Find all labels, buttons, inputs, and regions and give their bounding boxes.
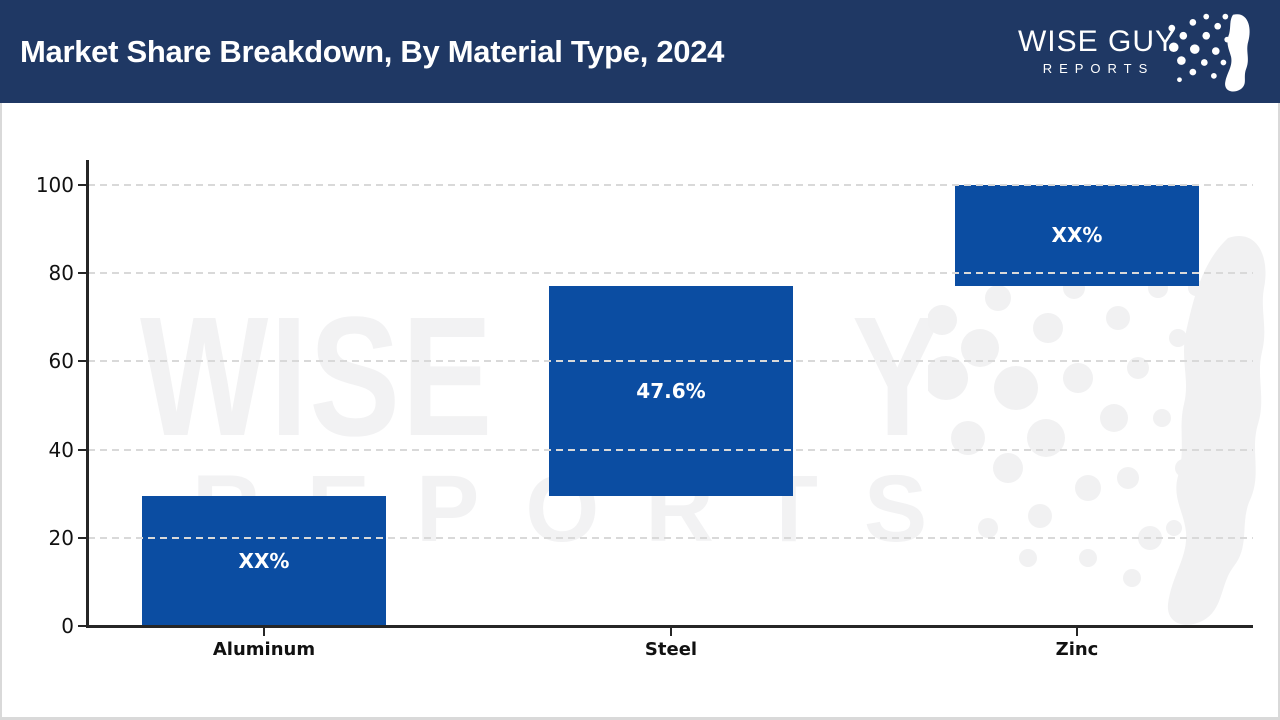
x-axis-tick — [263, 628, 265, 636]
brand-logo-text: WISE GUY REPORTS — [1017, 25, 1176, 77]
gridline — [88, 360, 1253, 363]
header: Market Share Breakdown, By Material Type… — [0, 0, 1280, 103]
bar-value-label: XX% — [1051, 223, 1103, 248]
y-axis-tick — [78, 625, 87, 627]
y-axis-tick — [78, 536, 87, 539]
logo-subname: REPORTS — [1042, 61, 1155, 76]
logo-name: WISE GUY — [1017, 25, 1176, 58]
y-axis-line — [86, 160, 89, 628]
y-tick-label: 0 — [61, 614, 74, 638]
y-axis-tick — [78, 272, 87, 275]
y-axis-tick — [78, 184, 87, 186]
x-axis-tick — [1076, 628, 1078, 636]
x-category-label: Steel — [644, 639, 698, 660]
gridline — [88, 448, 1253, 451]
bar-aluminum — [142, 495, 386, 626]
bar-value-label: XX% — [238, 548, 290, 573]
y-tick-label: 60 — [48, 349, 74, 374]
y-tick-label: 80 — [48, 261, 74, 286]
x-axis-line — [86, 625, 1253, 628]
y-axis-tick — [78, 448, 87, 451]
x-axis-tick — [670, 628, 672, 636]
gridline — [88, 536, 1253, 539]
bar-steel — [549, 285, 793, 496]
y-tick-label: 20 — [48, 525, 74, 550]
bar-zinc — [955, 185, 1199, 286]
x-category-label: Aluminum — [212, 639, 316, 660]
gridline — [88, 184, 1253, 186]
page-title: Market Share Breakdown, By Material Type… — [20, 33, 725, 69]
x-category-label: Zinc — [1055, 639, 1099, 660]
brand-logo: WISE GUY REPORTS — [1018, 7, 1254, 97]
bar-value-label: 47.6% — [636, 378, 706, 403]
y-tick-label: 40 — [48, 437, 74, 462]
y-tick-label: 100 — [35, 173, 74, 197]
logo-face-icon — [1168, 13, 1250, 92]
y-axis-tick — [78, 360, 87, 363]
gridline — [88, 272, 1253, 275]
